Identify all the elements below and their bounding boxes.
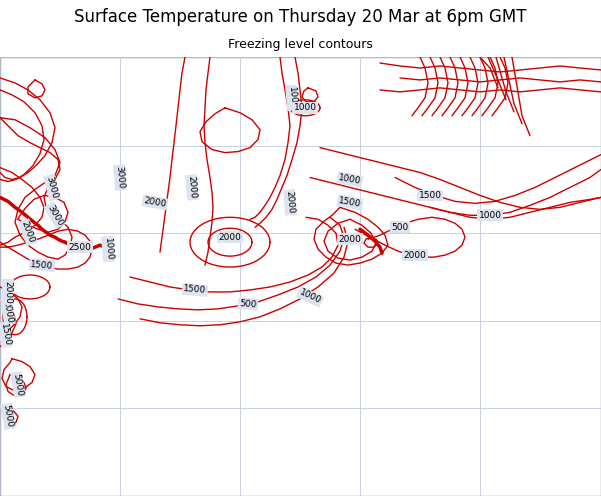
- Text: 5000: 5000: [11, 372, 25, 397]
- Text: 1000: 1000: [103, 237, 114, 261]
- Text: 2000: 2000: [4, 281, 13, 304]
- Text: 2000: 2000: [219, 233, 242, 242]
- Text: 1000: 1000: [293, 103, 317, 112]
- Text: 2000: 2000: [338, 235, 361, 244]
- Text: 500: 500: [391, 223, 409, 232]
- Text: 2000: 2000: [20, 220, 36, 245]
- Text: 1500: 1500: [338, 196, 362, 209]
- Text: 5000: 5000: [2, 404, 14, 429]
- Text: 500: 500: [239, 299, 257, 309]
- Text: 2000: 2000: [284, 190, 296, 214]
- Text: 1000: 1000: [338, 173, 362, 186]
- Text: 2000: 2000: [403, 250, 427, 259]
- Text: 1500: 1500: [183, 285, 207, 296]
- Text: 1500: 1500: [30, 259, 54, 270]
- Text: 1500: 1500: [0, 322, 11, 347]
- Text: 1000: 1000: [478, 211, 501, 220]
- Text: Surface Temperature on Thursday 20 Mar at 6pm GMT: Surface Temperature on Thursday 20 Mar a…: [75, 8, 526, 26]
- Text: 3000: 3000: [45, 203, 65, 228]
- Text: 2500: 2500: [69, 243, 91, 251]
- Text: 2000: 2000: [186, 176, 198, 199]
- Text: 1000: 1000: [297, 288, 322, 306]
- Text: 1500: 1500: [418, 191, 442, 200]
- Text: 2000: 2000: [2, 300, 14, 324]
- Text: 2000: 2000: [143, 196, 167, 209]
- Text: 3000: 3000: [44, 175, 59, 200]
- Text: Freezing level contours: Freezing level contours: [228, 38, 373, 51]
- Text: 3000: 3000: [115, 166, 126, 189]
- Text: 1000: 1000: [287, 86, 297, 110]
